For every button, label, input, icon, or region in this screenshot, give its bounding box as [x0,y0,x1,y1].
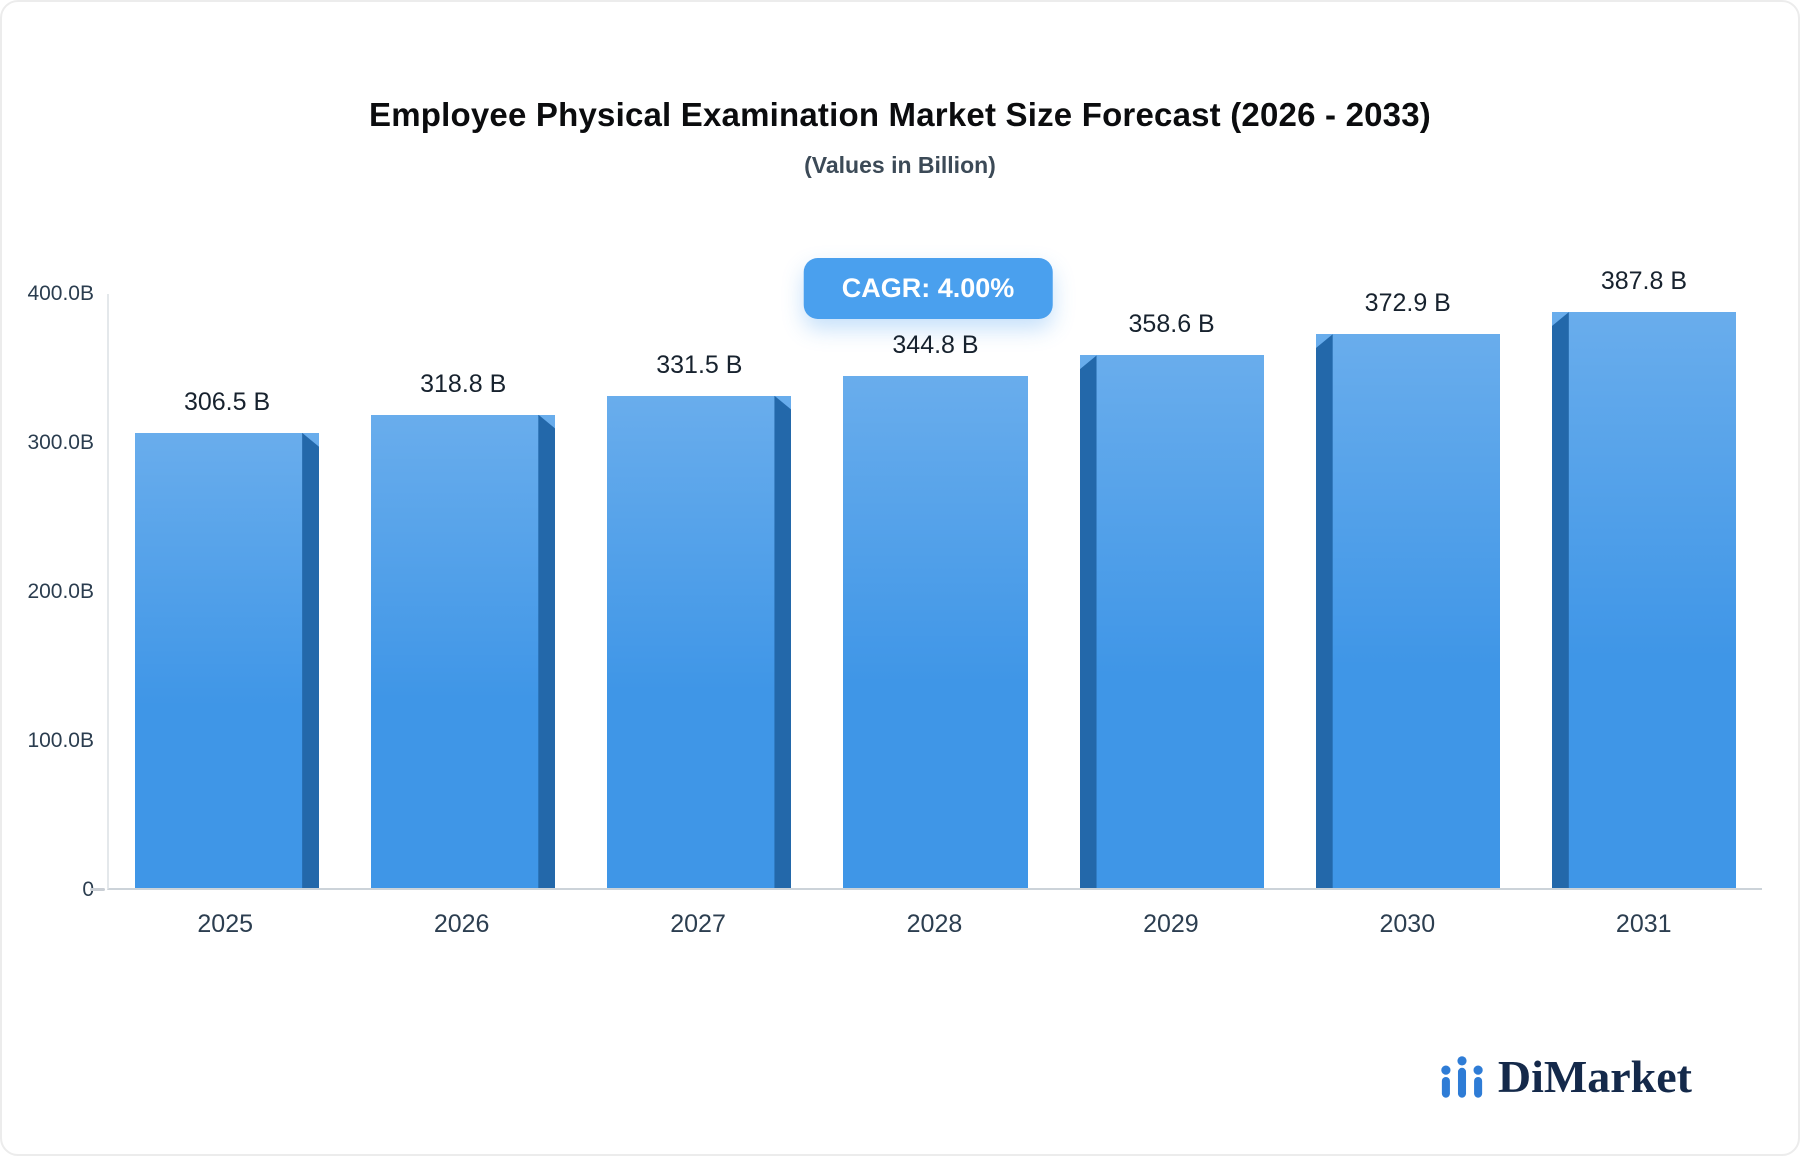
y-axis-label: 0 [82,878,94,901]
brand-name: DiMarket [1497,1051,1692,1102]
bar-side-face [1315,334,1333,888]
bar-value-label: 318.8 B [420,369,507,398]
y-axis-label: 200.0B [27,580,94,603]
brand-logo: DiMarket [1439,1054,1692,1100]
bar: 306.5 B [134,388,320,888]
bar-value-label: 331.5 B [656,350,743,379]
plot-area: 306.5 B 318.8 B 331.5 B 344.8 B 358.6 B 372.9… [107,267,1762,890]
bar-side-face [538,414,556,888]
bar-value-label: 387.8 B [1600,267,1687,296]
x-axis-label: 2030 [1379,910,1436,938]
bar-slot: 372.9 B [1290,289,1526,888]
y-axis-label: 300.0B [27,431,94,454]
bar: 372.9 B [1315,289,1500,888]
x-axis-label: 2031 [1615,910,1672,938]
bar-value-label: 306.5 B [183,387,271,416]
x-axis-label: 2027 [670,910,726,938]
bar-slot: 344.8 B [817,294,1053,888]
y-axis: 400.0B 300.0B 200.0B 100.0B 0 [2,282,94,901]
y-axis-label: 100.0B [27,729,94,752]
bar: 358.6 B [1079,310,1264,888]
bar: 318.8 B [371,370,556,888]
x-axis-label: 2028 [906,910,963,938]
chart-title: Employee Physical Examination Market Siz… [369,96,1431,133]
cagr-badge: CAGR: 4.00% [803,258,1053,319]
bar-value-label: 344.8 B [892,330,979,359]
bar-value-label: 358.6 B [1128,310,1215,339]
x-axis-label: 2029 [1143,910,1199,938]
bar-slot: 358.6 B [1054,294,1290,888]
bar-side-face [302,432,320,888]
y-axis-label: 400.0B [27,282,94,305]
chart-subtitle: (Values in Billion) [804,152,996,178]
bar-slot: 331.5 B [581,294,817,888]
bar-side-face [1551,312,1569,888]
dimarket-logo-icon [1441,1056,1483,1098]
x-axis-labels: 2025 2026 2027 2028 2029 2030 2031 [107,910,1762,939]
bar-slot: 387.8 B [1526,267,1762,888]
x-axis-label: 2025 [197,910,254,938]
bar: 387.8 B [1551,267,1736,888]
bar-side-face [774,395,792,888]
bar-slot: 318.8 B [345,294,581,888]
bar-value-label: 372.9 B [1364,289,1451,318]
bar-side-face [1079,355,1097,888]
x-axis-label: 2026 [433,910,490,938]
bar: 331.5 B [607,351,792,888]
y-axis-zero-tick [90,888,105,891]
bar: 344.8 B [843,331,1028,888]
bar-slot: 306.5 B [109,294,345,888]
bars-row: 306.5 B 318.8 B 331.5 B 344.8 B 358.6 B 372.9… [109,267,1762,888]
